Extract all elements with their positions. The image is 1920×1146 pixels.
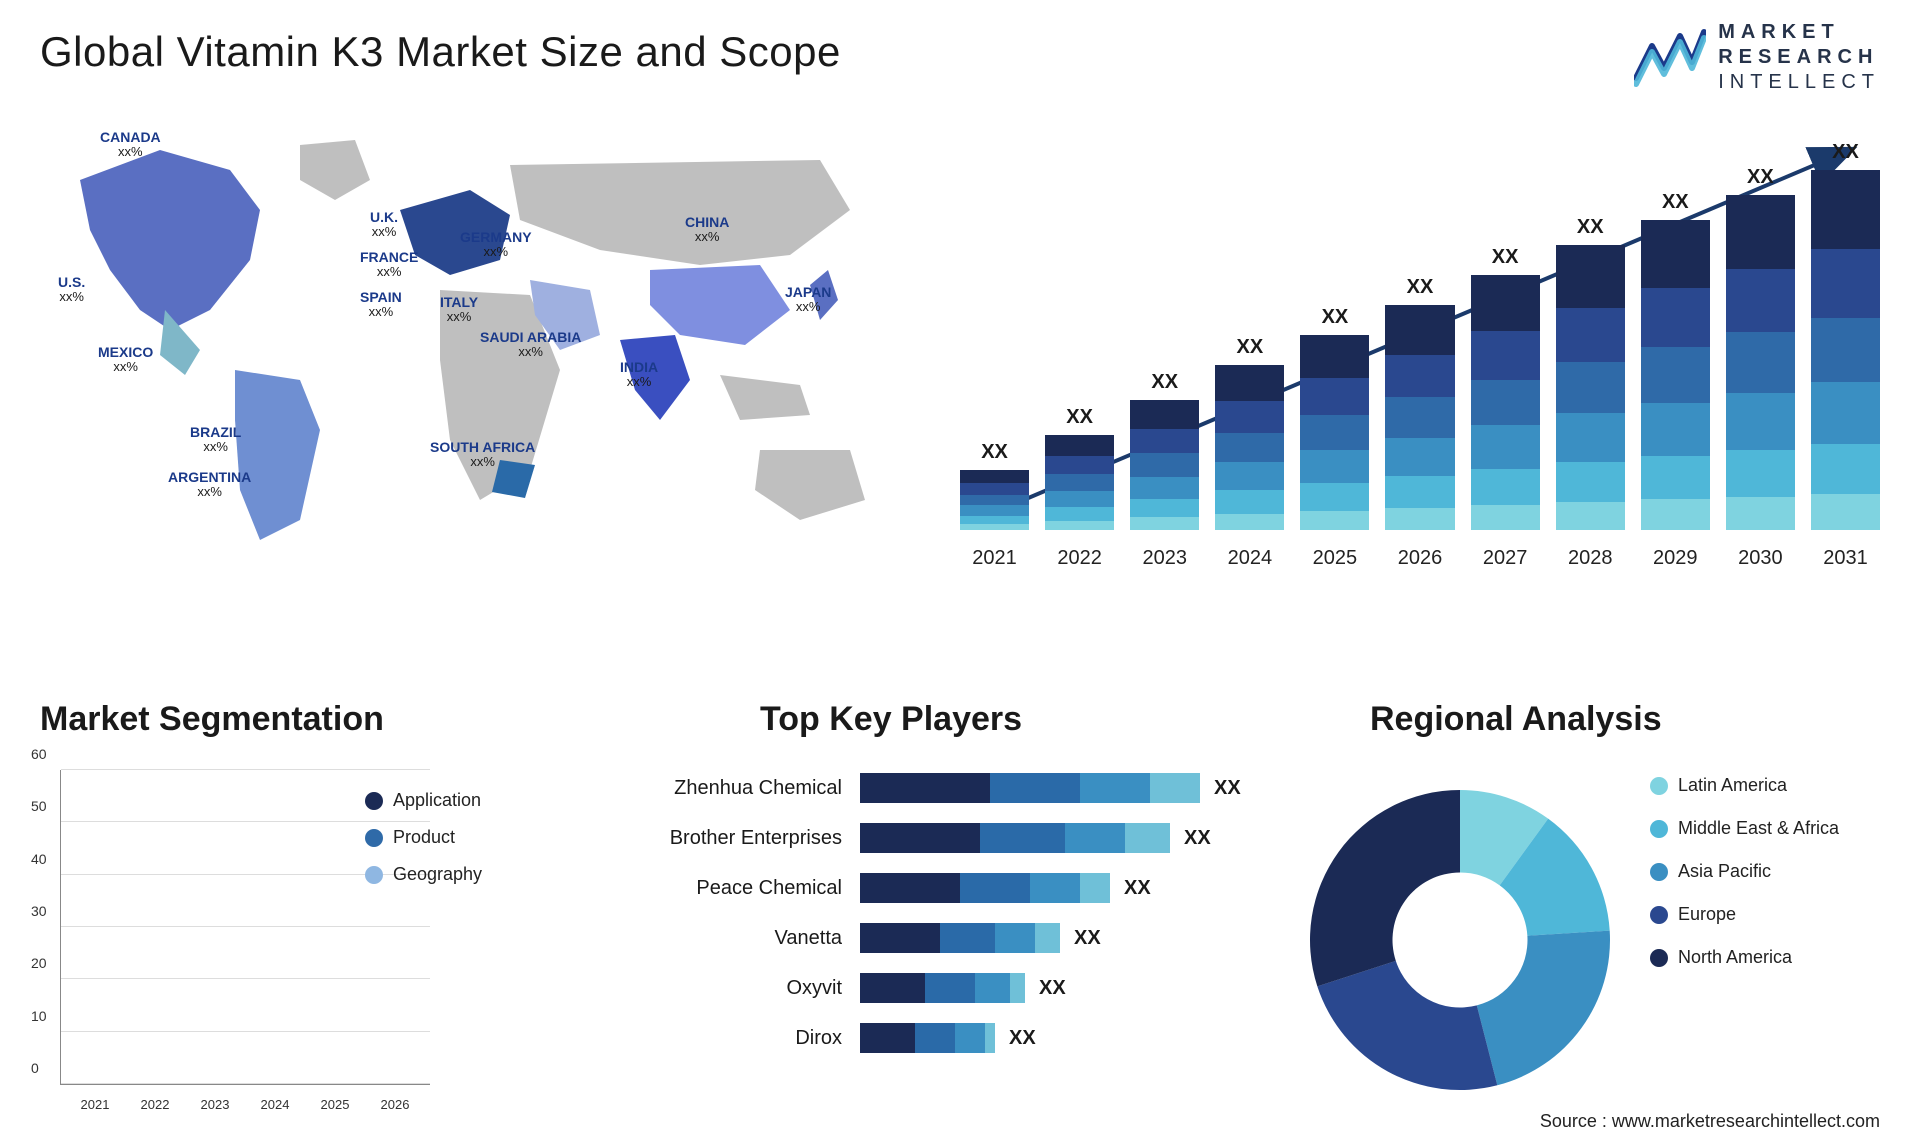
growth-xlabel: 2027: [1471, 547, 1540, 570]
map-label: CHINAxx%: [685, 215, 729, 245]
map-label: BRAZILxx%: [190, 425, 241, 455]
map-label: SPAINxx%: [360, 290, 402, 320]
regional-legend-item: North America: [1650, 947, 1839, 968]
logo: MARKET RESEARCH INTELLECT: [1634, 20, 1880, 95]
donut-slice: [1317, 961, 1497, 1090]
regional-heading: Regional Analysis: [1370, 700, 1890, 739]
growth-bar: XX: [1641, 191, 1710, 530]
growth-xlabel: 2024: [1215, 547, 1284, 570]
map-label: ARGENTINAxx%: [168, 470, 251, 500]
growth-bar: XX: [1471, 246, 1540, 530]
regional-legend-item: Middle East & Africa: [1650, 818, 1839, 839]
player-row: Brother EnterprisesXX: [640, 820, 1340, 856]
map-label: MEXICOxx%: [98, 345, 153, 375]
world-map: CANADAxx% U.S.xx% MEXICOxx% BRAZILxx% ARGENT…: [0, 120, 900, 560]
player-row: OxyvitXX: [640, 970, 1340, 1006]
regional-legend-item: Latin America: [1650, 775, 1839, 796]
player-row: DiroxXX: [640, 1020, 1340, 1056]
growth-bar: XX: [1385, 276, 1454, 530]
seg-legend-item: Product: [365, 827, 482, 848]
growth-bar: XX: [1045, 406, 1114, 530]
donut-slice: [1310, 790, 1460, 986]
seg-ytick: 10: [31, 1008, 47, 1024]
seg-xlabel: 2025: [310, 1097, 360, 1112]
growth-xlabel: 2028: [1556, 547, 1625, 570]
map-label: SAUDI ARABIAxx%: [480, 330, 581, 360]
growth-chart: XXXXXXXXXXXXXXXXXXXXXX 20212022202320242…: [950, 110, 1890, 570]
map-label: FRANCExx%: [360, 250, 418, 280]
regional-legend-item: Europe: [1650, 904, 1839, 925]
regional-legend-item: Asia Pacific: [1650, 861, 1839, 882]
regional-donut: [1290, 770, 1630, 1110]
donut-slice: [1477, 931, 1610, 1086]
segmentation-heading: Market Segmentation: [40, 700, 640, 739]
segmentation-section: Market Segmentation: [40, 700, 640, 739]
player-row: VanettaXX: [640, 920, 1340, 956]
growth-xlabel: 2030: [1726, 547, 1795, 570]
player-name: Zhenhua Chemical: [640, 777, 860, 800]
players-section: Top Key Players: [760, 700, 1360, 739]
seg-xlabel: 2021: [70, 1097, 120, 1112]
growth-bar: XX: [1556, 216, 1625, 530]
logo-icon: [1634, 28, 1706, 88]
growth-bar: XX: [1811, 141, 1880, 530]
map-label: INDIAxx%: [620, 360, 658, 390]
seg-xlabel: 2026: [370, 1097, 420, 1112]
regional-legend: Latin America Middle East & Africa Asia Pa…: [1650, 775, 1839, 968]
growth-bar: XX: [1215, 336, 1284, 530]
seg-legend-item: Application: [365, 790, 482, 811]
growth-bar: XX: [1300, 306, 1369, 530]
seg-ytick: 30: [31, 903, 47, 919]
growth-xlabel: 2029: [1641, 547, 1710, 570]
seg-legend-item: Geography: [365, 864, 482, 885]
seg-ytick: 0: [31, 1060, 39, 1076]
player-name: Oxyvit: [640, 977, 860, 1000]
player-name: Peace Chemical: [640, 877, 860, 900]
world-map-svg: [0, 120, 900, 560]
source-label: Source : www.marketresearchintellect.com: [1540, 1111, 1880, 1132]
seg-ytick: 60: [31, 746, 47, 762]
growth-bar: XX: [960, 441, 1029, 530]
logo-text: MARKET RESEARCH INTELLECT: [1718, 20, 1880, 95]
seg-xlabel: 2024: [250, 1097, 300, 1112]
seg-xlabel: 2022: [130, 1097, 180, 1112]
growth-xlabel: 2025: [1300, 547, 1369, 570]
page-title: Global Vitamin K3 Market Size and Scope: [40, 28, 841, 76]
player-name: Brother Enterprises: [640, 827, 860, 850]
player-name: Dirox: [640, 1027, 860, 1050]
segmentation-legend: Application Product Geography: [365, 790, 482, 885]
seg-ytick: 50: [31, 798, 47, 814]
map-label: ITALYxx%: [440, 295, 478, 325]
seg-ytick: 20: [31, 955, 47, 971]
regional-section: Regional Analysis: [1370, 700, 1890, 739]
map-label: U.K.xx%: [370, 210, 398, 240]
seg-ytick: 40: [31, 851, 47, 867]
map-label: JAPANxx%: [785, 285, 831, 315]
player-name: Vanetta: [640, 927, 860, 950]
player-row: Peace ChemicalXX: [640, 870, 1340, 906]
players-heading: Top Key Players: [760, 700, 1360, 739]
seg-xlabel: 2023: [190, 1097, 240, 1112]
growth-xlabel: 2022: [1045, 547, 1114, 570]
growth-bar: XX: [1130, 371, 1199, 530]
growth-xlabel: 2023: [1130, 547, 1199, 570]
player-row: Zhenhua ChemicalXX: [640, 770, 1340, 806]
growth-bar: XX: [1726, 166, 1795, 530]
growth-xlabel: 2021: [960, 547, 1029, 570]
growth-xlabel: 2026: [1385, 547, 1454, 570]
growth-xlabel: 2031: [1811, 547, 1880, 570]
map-label: CANADAxx%: [100, 130, 161, 160]
map-label: SOUTH AFRICAxx%: [430, 440, 535, 470]
map-label: U.S.xx%: [58, 275, 85, 305]
players-chart: Zhenhua ChemicalXX Brother EnterprisesXX P…: [640, 770, 1340, 1070]
map-label: GERMANYxx%: [460, 230, 532, 260]
